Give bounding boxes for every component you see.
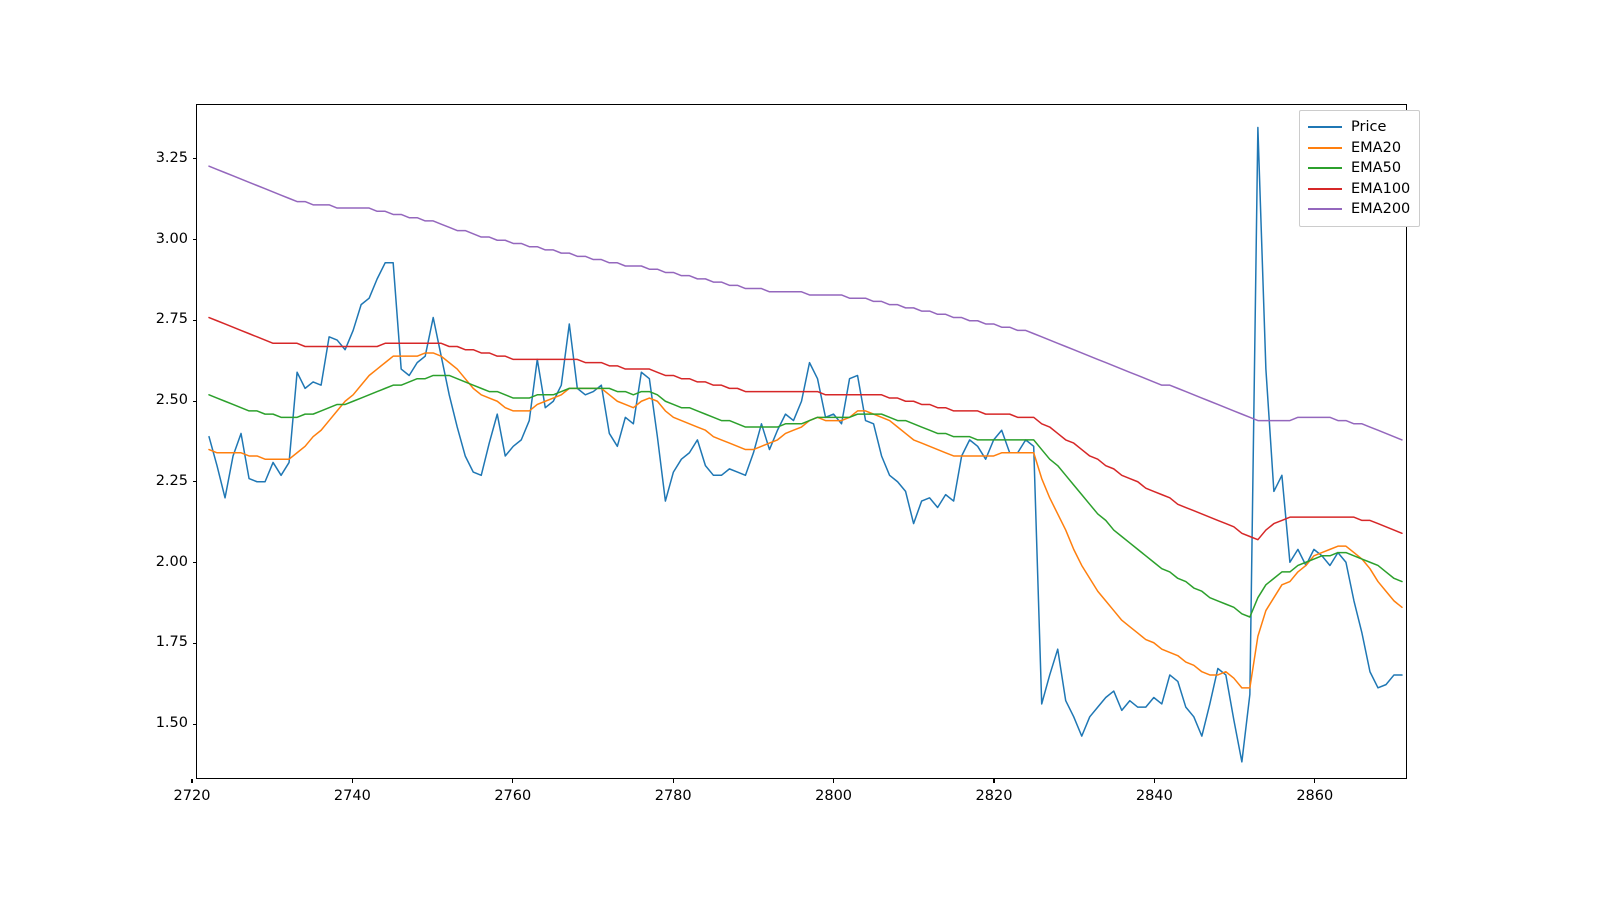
x-tick-mark	[351, 779, 353, 783]
series-line-price	[209, 128, 1402, 762]
x-tick-label: 2800	[815, 788, 853, 804]
legend-item-ema50[interactable]: EMA50	[1308, 158, 1410, 179]
x-tick-label: 2740	[333, 788, 371, 804]
legend-color-swatch-ema200	[1308, 208, 1342, 211]
x-tick-mark	[1153, 779, 1155, 783]
y-tick-mark	[192, 562, 197, 564]
chart-legend: Price EMA20 EMA50 EMA100 EMA200	[1299, 110, 1421, 227]
y-tick-label: 2.50	[155, 392, 188, 409]
legend-label: EMA20	[1351, 139, 1402, 156]
x-tick-label: 2720	[173, 788, 211, 804]
x-tick-mark	[672, 779, 674, 783]
legend-color-swatch-ema100	[1308, 187, 1342, 190]
x-tick-mark	[512, 779, 514, 783]
legend-item-price[interactable]: Price	[1308, 117, 1410, 138]
y-tick-label: 3.00	[155, 230, 188, 247]
legend-label: EMA200	[1351, 201, 1411, 217]
y-tick-label: 1.50	[155, 715, 188, 732]
y-tick-label: 2.75	[155, 311, 188, 328]
x-tick-label: 2860	[1296, 788, 1334, 804]
legend-item-ema100[interactable]: EMA100	[1308, 179, 1410, 200]
x-tick-label: 2780	[654, 788, 692, 804]
x-tick-label: 2840	[1135, 788, 1173, 804]
series-line-ema100	[209, 318, 1402, 540]
series-canvas	[197, 105, 1406, 778]
y-tick-mark	[192, 481, 197, 483]
y-tick-mark	[192, 239, 197, 241]
y-tick-mark	[192, 319, 197, 321]
y-tick-label: 1.75	[155, 634, 188, 651]
y-tick-mark	[192, 400, 197, 402]
plot-axes-area	[196, 104, 1407, 779]
legend-color-swatch-price	[1308, 126, 1342, 129]
legend-label: EMA100	[1351, 180, 1411, 197]
legend-color-swatch-ema50	[1308, 167, 1342, 170]
legend-label: Price	[1351, 119, 1387, 135]
legend-color-swatch-ema20	[1308, 146, 1342, 149]
y-tick-label: 3.25	[155, 149, 188, 166]
y-tick-mark	[192, 158, 197, 160]
legend-item-ema20[interactable]: EMA20	[1308, 138, 1410, 159]
y-tick-label: 2.25	[155, 472, 188, 489]
x-tick-mark	[993, 779, 995, 783]
y-tick-label: 2.00	[155, 553, 188, 570]
legend-item-ema200[interactable]: EMA200	[1308, 199, 1410, 220]
y-tick-mark	[192, 723, 197, 725]
x-tick-label: 2820	[975, 788, 1013, 804]
x-tick-mark	[191, 779, 193, 783]
x-tick-mark	[1314, 779, 1316, 783]
series-line-ema200	[209, 166, 1402, 440]
x-tick-label: 2760	[494, 788, 532, 804]
series-line-ema20	[209, 353, 1402, 688]
series-line-ema50	[209, 375, 1402, 617]
legend-label: EMA50	[1351, 160, 1402, 176]
x-tick-mark	[833, 779, 835, 783]
y-tick-mark	[192, 642, 197, 644]
